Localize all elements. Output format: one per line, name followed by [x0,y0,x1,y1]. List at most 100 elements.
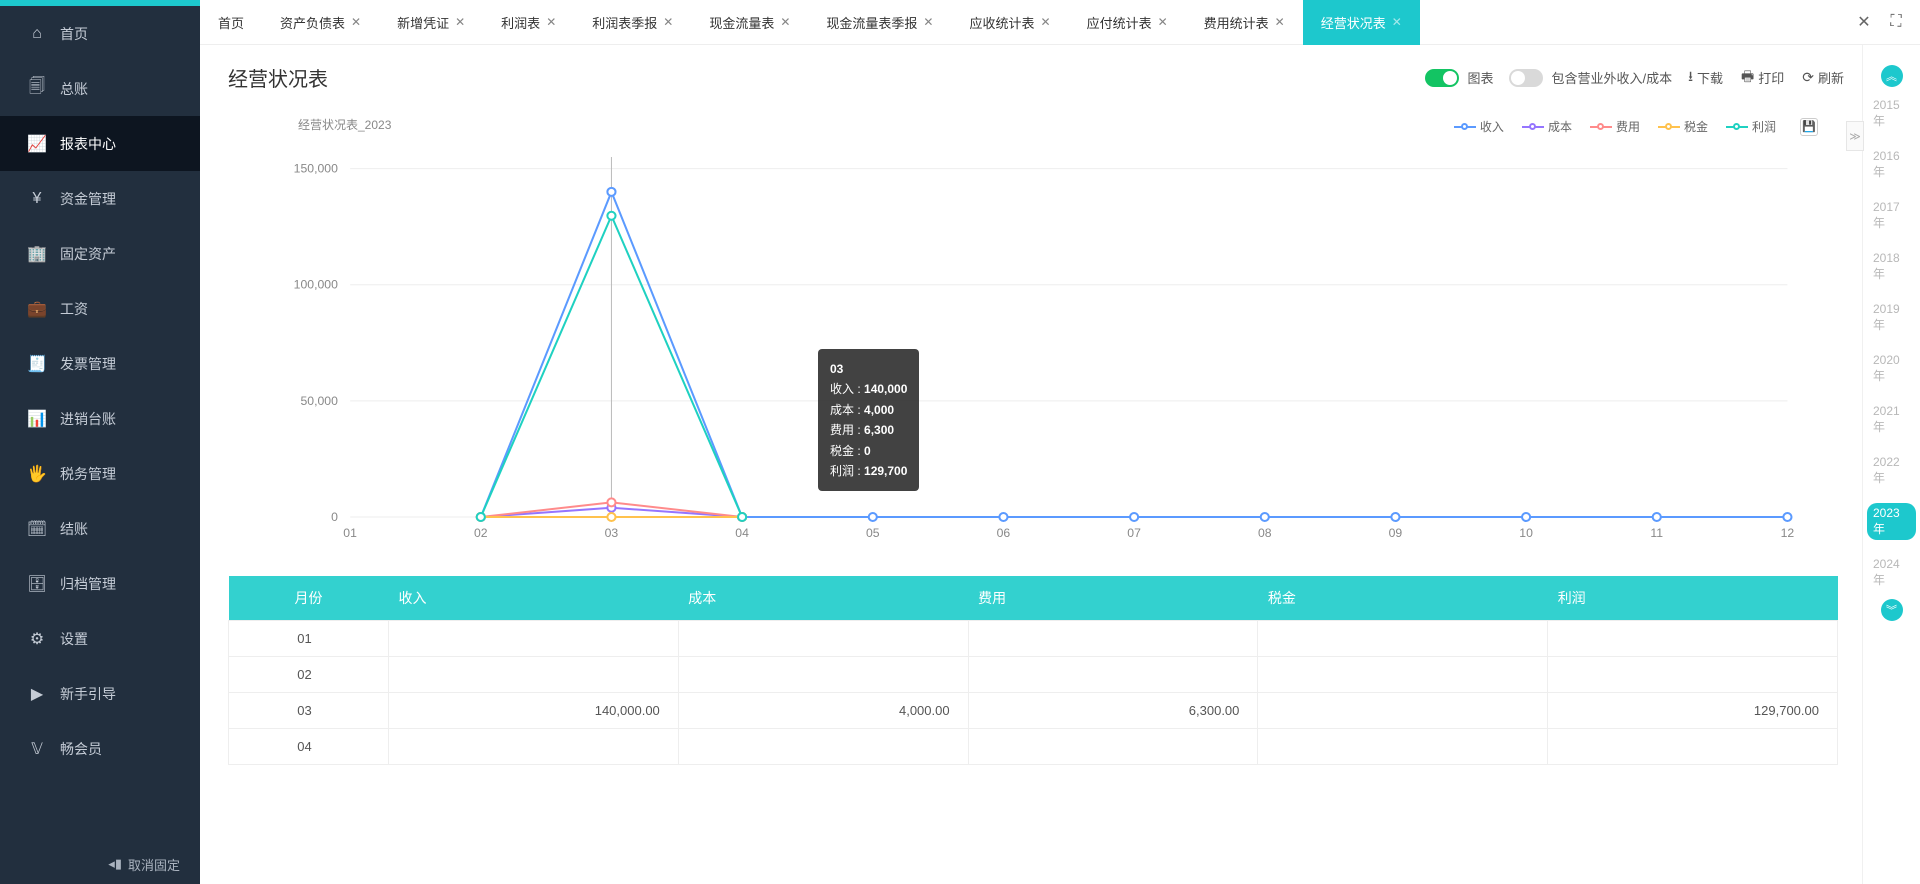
toggle-extra[interactable] [1509,69,1543,87]
sidebar-icon: ⚙ [28,630,46,648]
tab-close-icon[interactable]: ✕ [351,15,361,29]
fullscreen-button[interactable]: ⛶ [1886,12,1906,32]
print-button[interactable]: 🖶 打印 [1741,66,1784,90]
download-label: 下载 [1697,68,1723,87]
chart-legend: 收入 成本 费用 [1454,118,1818,136]
tab[interactable]: 利润表✕ [483,0,574,45]
tab[interactable]: 应收统计表✕ [951,0,1068,45]
tab[interactable]: 应付统计表 ✕ [1069,0,1186,45]
table-cell [1258,693,1548,729]
table-row: 02 [229,657,1838,693]
year-item[interactable]: 2016年 [1867,146,1916,183]
legend-marker [1658,123,1680,131]
legend-marker [1522,123,1544,131]
year-item[interactable]: 2024年 [1867,554,1916,591]
table-header-cell: 收入 [389,576,679,621]
print-label: 打印 [1758,68,1784,87]
table-cell-month: 03 [229,693,389,729]
year-item[interactable]: 2023年 [1867,503,1916,540]
collapse-year-rail-button[interactable]: ≫ [1846,121,1864,151]
tab[interactable]: 新增凭证✕ [379,0,483,45]
legend-item[interactable]: 成本 [1522,118,1572,135]
tabs-actions: ✕ ⛶ [1840,12,1920,32]
sidebar-item[interactable]: 🖐 税务管理 [0,446,200,501]
tab-close-icon[interactable]: ✕ [663,15,673,29]
sidebar-item-label: 设置 [60,629,88,649]
sidebar-item[interactable]: 𝕍 畅会员 [0,721,200,776]
sidebar-item[interactable]: 🗐 总账 [0,61,200,116]
year-item[interactable]: 2022年 [1867,452,1916,489]
legend-item[interactable]: 利润 [1726,118,1776,135]
scroll-area[interactable]: 经营状况表_2023 收入 成本 [228,106,1844,884]
toggle-extra-control: 包含营业外收入/成本 [1509,68,1672,87]
sidebar-item-label: 进销台账 [60,409,116,429]
sidebar-item[interactable]: ⚙ 设置 [0,611,200,666]
year-rail: ︽ 2015年 2016年 2017年 2018年 2019年 2020年 2021年 202… [1862,45,1920,884]
year-scroll-up-button[interactable]: ︽ [1881,65,1903,87]
sidebar-item[interactable]: 🗓 结账 [0,501,200,556]
tab[interactable]: 资产负债表 ✕ [262,0,379,45]
tab-close-icon[interactable]: ✕ [1275,15,1285,29]
sidebar-item[interactable]: 🗄 归档管理 [0,556,200,611]
tab[interactable]: 经营状况表✕ [1303,0,1420,45]
legend-label: 税金 [1684,118,1708,135]
sidebar-item[interactable]: ▶ 新手引导 [0,666,200,721]
tab-label: 首页 [218,13,244,32]
tab-label: 费用统计表 [1204,13,1269,32]
year-item[interactable]: 2018年 [1867,248,1916,285]
sidebar-icon: 🏢 [28,245,46,263]
refresh-button[interactable]: ⟳ 刷新 [1802,66,1844,90]
sidebar-item[interactable]: 🏢 固定资产 [0,226,200,281]
tab-close-icon[interactable]: ✕ [1041,15,1051,29]
table-cell [968,729,1258,765]
sidebar-item-label: 固定资产 [60,244,116,264]
close-all-tabs-button[interactable]: ✕ [1854,12,1874,32]
tab-close-icon[interactable]: ✕ [923,15,933,29]
tab-label: 应付统计表 [1087,13,1152,32]
svg-text:10: 10 [1519,526,1533,540]
sidebar-item[interactable]: 💼 工资 [0,281,200,336]
legend-item[interactable]: 税金 [1658,118,1708,135]
tab[interactable]: 首页 [200,0,262,45]
sidebar-item-label: 资金管理 [60,189,116,209]
tab[interactable]: 利润表季报✕ [574,0,691,45]
sidebar-item[interactable]: 📊 进销台账 [0,391,200,446]
legend-item[interactable]: 费用 [1590,118,1640,135]
sidebar-icon: 🧾 [28,355,46,373]
sidebar-item-label: 工资 [60,299,88,319]
tab[interactable]: 费用统计表 ✕ [1186,0,1303,45]
tab-close-icon[interactable]: ✕ [455,15,465,29]
sidebar-item[interactable]: 📈 报表中心 [0,116,200,171]
save-chart-button[interactable]: 💾 [1800,118,1818,136]
tab-close-icon[interactable]: ✕ [1158,15,1168,29]
sidebar-item[interactable]: 🧾 发票管理 [0,336,200,391]
tab-label: 资产负债表 [280,13,345,32]
year-item[interactable]: 2019年 [1867,299,1916,336]
year-item[interactable]: 2021年 [1867,401,1916,438]
sidebar-item[interactable]: ¥ 资金管理 [0,171,200,226]
year-scroll-down-button[interactable]: ︾ [1881,599,1903,621]
download-button[interactable]: ⭳ 下载 [1688,66,1723,90]
toggle-chart-label: 图表 [1467,68,1493,87]
sidebar-unpin-button[interactable]: ◂▮ 取消固定 [0,844,200,884]
tab-close-icon[interactable]: ✕ [780,15,790,29]
table-header-cell: 税金 [1258,576,1548,621]
sidebar-item[interactable]: ⌂ 首页 [0,6,200,61]
tab-close-icon[interactable]: ✕ [1392,15,1402,29]
year-item[interactable]: 2017年 [1867,197,1916,234]
toggle-chart[interactable] [1425,69,1459,87]
legend-item[interactable]: 收入 [1454,118,1504,135]
sidebar-icon: 𝕍 [28,740,46,758]
tab-label: 现金流量表季报 [826,13,917,32]
sidebar-item-label: 首页 [60,24,88,44]
svg-text:150,000: 150,000 [294,162,338,176]
table-cell [678,657,968,693]
tab[interactable]: 现金流量表✕ [691,0,808,45]
legend-marker [1454,123,1476,131]
tab[interactable]: 现金流量表季报 ✕ [808,0,951,45]
year-item[interactable]: 2020年 [1867,350,1916,387]
year-item[interactable]: 2015年 [1867,95,1916,132]
svg-text:06: 06 [997,526,1011,540]
tab-close-icon[interactable]: ✕ [546,15,556,29]
table-cell [1548,621,1838,657]
